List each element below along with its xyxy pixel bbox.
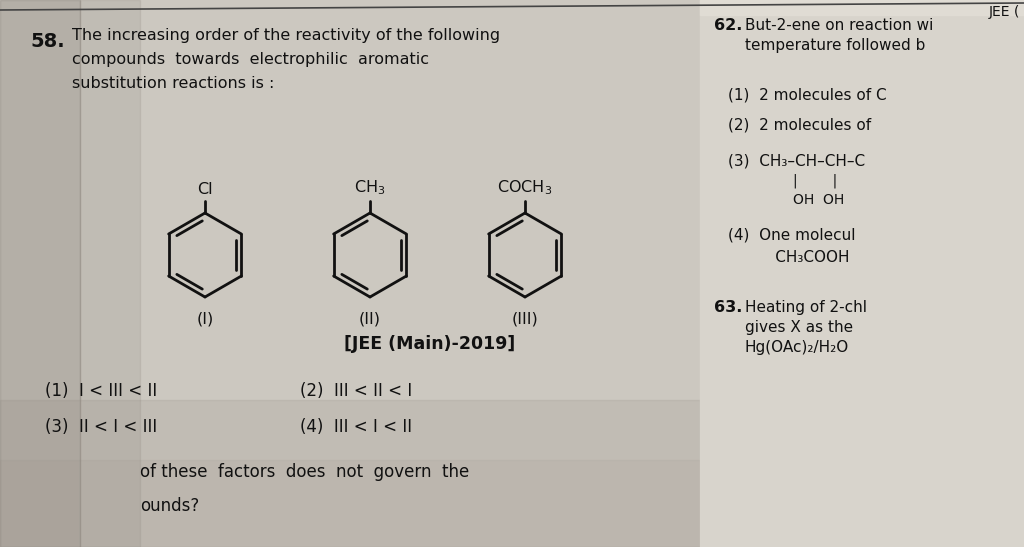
Bar	[80, 0, 140, 547]
Text: (1)  2 molecules of C: (1) 2 molecules of C	[728, 88, 887, 103]
Text: OH  OH: OH OH	[793, 193, 844, 207]
Text: compounds  towards  electrophilic  aromatic: compounds towards electrophilic aromatic	[72, 52, 429, 67]
Text: gives X as the: gives X as the	[745, 320, 853, 335]
Text: CH₃COOH: CH₃COOH	[746, 250, 850, 265]
Text: (III): (III)	[512, 311, 539, 326]
Text: substitution reactions is :: substitution reactions is :	[72, 76, 274, 91]
Text: Cl: Cl	[198, 182, 213, 197]
Text: temperature followed b: temperature followed b	[745, 38, 926, 53]
Text: (1)  I < III < II: (1) I < III < II	[45, 382, 158, 400]
Bar	[0, 400, 700, 547]
Text: 63.: 63.	[714, 300, 742, 315]
Text: 62.: 62.	[714, 18, 742, 33]
Text: Hg(OAc)₂/H₂O: Hg(OAc)₂/H₂O	[745, 340, 849, 355]
Text: (I): (I)	[197, 311, 214, 326]
Bar	[700, 0, 1024, 547]
Text: 58.: 58.	[30, 32, 65, 51]
Text: But-2-ene on reaction wi: But-2-ene on reaction wi	[745, 18, 933, 33]
Bar	[0, 0, 80, 547]
Text: |        |: | |	[793, 174, 838, 189]
Text: The increasing order of the reactivity of the following: The increasing order of the reactivity o…	[72, 28, 500, 43]
Text: (3)  II < I < III: (3) II < I < III	[45, 418, 158, 436]
Text: (2)  III < II < I: (2) III < II < I	[300, 382, 413, 400]
Text: COCH$_3$: COCH$_3$	[498, 178, 553, 197]
Text: (II): (II)	[359, 311, 381, 326]
Bar	[0, 460, 700, 547]
Text: (4)  III < I < II: (4) III < I < II	[300, 418, 412, 436]
Text: ounds?: ounds?	[140, 497, 200, 515]
Text: (4)  One molecul: (4) One molecul	[728, 228, 855, 243]
Text: [JEE (Main)-2019]: [JEE (Main)-2019]	[344, 335, 516, 353]
Text: JEE (: JEE (	[988, 5, 1020, 19]
Bar	[700, 0, 1024, 15]
Text: (2)  2 molecules of: (2) 2 molecules of	[728, 118, 871, 133]
Text: of these  factors  does  not  govern  the: of these factors does not govern the	[140, 463, 469, 481]
Text: CH$_3$: CH$_3$	[354, 178, 386, 197]
Text: Heating of 2-chl: Heating of 2-chl	[745, 300, 867, 315]
Text: (3)  CH₃–CH–CH–C: (3) CH₃–CH–CH–C	[728, 153, 865, 168]
